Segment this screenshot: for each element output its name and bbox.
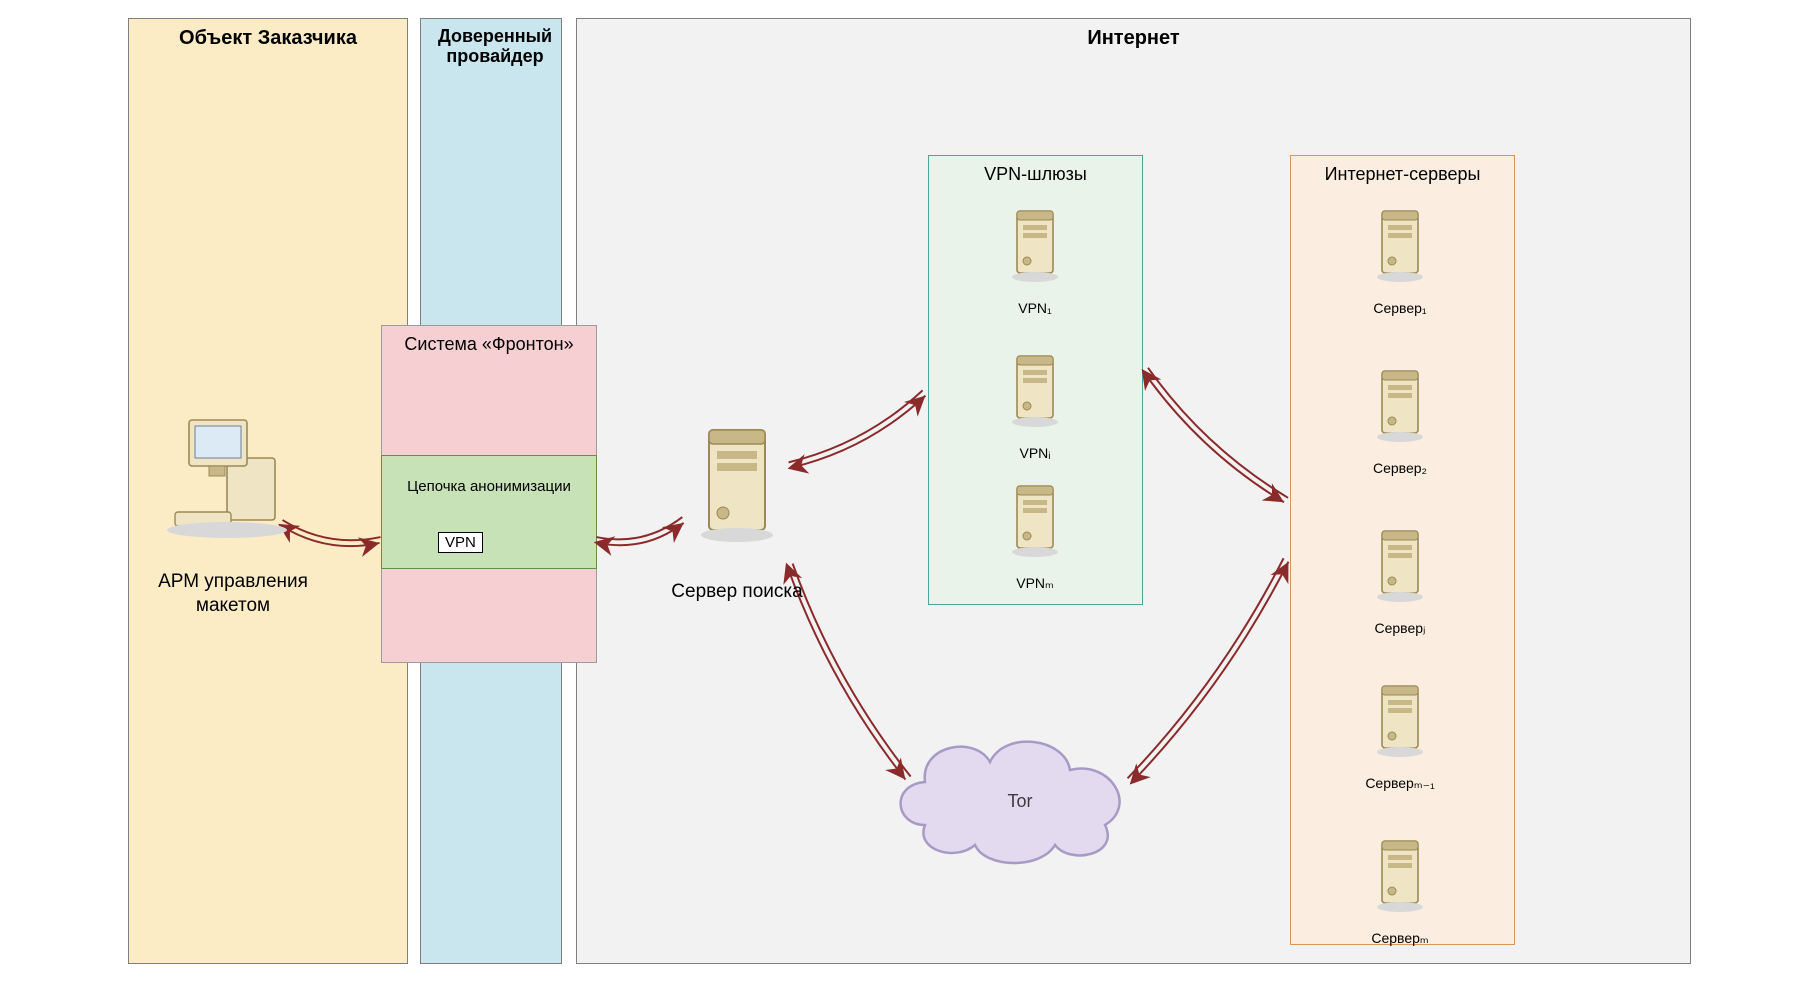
box-fronton-title: Система «Фронтон»: [382, 334, 596, 355]
region-internet-title: Интернет: [577, 27, 1690, 50]
vpni-label: VPNᵢ: [975, 445, 1095, 461]
box-internet-servers-title: Интернет-серверы: [1291, 164, 1514, 185]
region-provider-title: Доверенный провайдер: [421, 27, 569, 67]
region-customer-title: Объект Заказчика: [129, 27, 407, 50]
box-vpn-gateways-title: VPN-шлюзы: [929, 164, 1142, 185]
search-server-label: Сервер поиска: [657, 580, 817, 604]
srv1-label: Сервер₁: [1330, 300, 1470, 316]
arm-label: АРМ управления макетом: [133, 570, 333, 618]
srv2-label: Сервер₂: [1330, 460, 1470, 476]
vpnm-label: VPNₘ: [975, 575, 1095, 592]
srvm-label: Серверₘ: [1330, 930, 1470, 947]
box-anon-chain: Цепочка анонимизации: [381, 455, 597, 569]
box-internet-servers: Интернет-серверы: [1290, 155, 1515, 945]
srvm1-label: Серверₘ₋₁: [1330, 775, 1470, 792]
region-customer: Объект Заказчика: [128, 18, 408, 964]
diagram-canvas: Объект Заказчика Доверенный провайдер Ин…: [0, 0, 1800, 1006]
srvj-label: Серверⱼ: [1330, 620, 1470, 637]
box-vpn-gateways: VPN-шлюзы: [928, 155, 1143, 605]
vpn-badge: VPN: [438, 532, 483, 553]
vpn1-label: VPN₁: [975, 300, 1095, 316]
box-anon-chain-title: Цепочка анонимизации: [382, 478, 596, 495]
